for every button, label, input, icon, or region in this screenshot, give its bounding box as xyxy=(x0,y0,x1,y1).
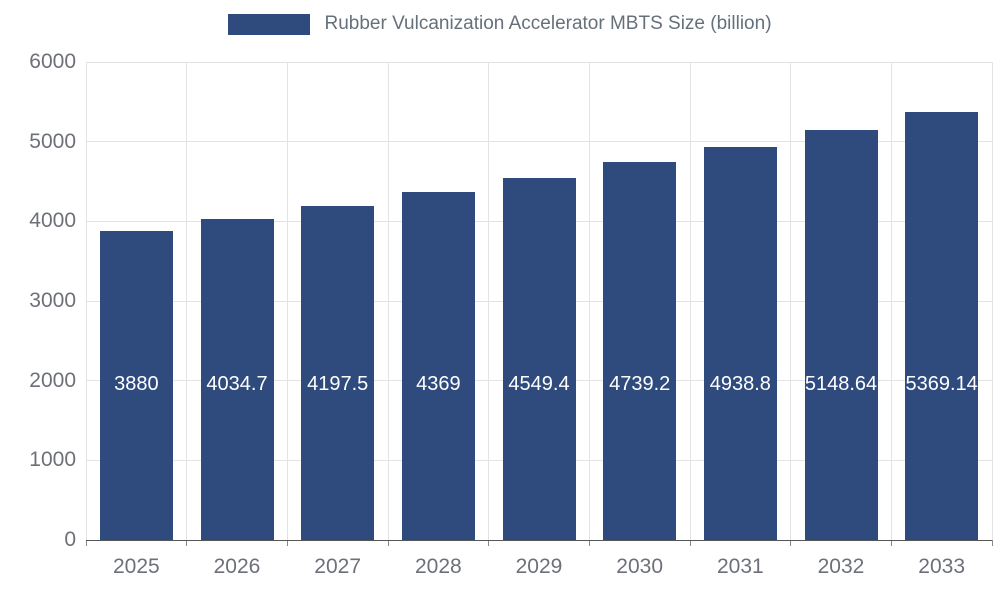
bar-2026: 4034.7 xyxy=(200,218,274,540)
bar-value-label: 5148.64 xyxy=(804,372,878,395)
gridline-vertical xyxy=(588,62,590,540)
gridline-vertical xyxy=(286,62,288,540)
bar-2030: 4739.2 xyxy=(603,162,677,540)
x-axis-label: 2029 xyxy=(515,555,563,578)
gridline-vertical xyxy=(488,62,490,540)
x-axis-label: 2030 xyxy=(616,555,664,578)
y-axis-tick-label: 1000 xyxy=(29,448,76,472)
bar-value-label: 4197.5 xyxy=(307,372,369,395)
x-axis-label: 2026 xyxy=(213,555,261,578)
x-axis-tick xyxy=(790,540,792,546)
x-axis-tick xyxy=(186,540,188,546)
bar-2032: 5148.64 xyxy=(804,129,878,540)
y-axis-tick-label: 4000 xyxy=(29,209,76,233)
bar-2028: 4369 xyxy=(401,191,475,540)
y-axis-tick-label: 2000 xyxy=(29,368,76,392)
bar-value-label: 3880 xyxy=(114,372,159,395)
gridline-vertical xyxy=(890,62,892,540)
x-axis-tick xyxy=(588,540,590,546)
x-axis-line xyxy=(86,540,992,541)
gridline-vertical xyxy=(85,62,87,540)
gridline-horizontal xyxy=(86,141,992,143)
x-axis-tick xyxy=(286,540,288,546)
chart-legend: Rubber Vulcanization Accelerator MBTS Si… xyxy=(0,13,1000,35)
bar-2031: 4938.8 xyxy=(703,146,777,540)
x-axis-label: 2033 xyxy=(918,555,966,578)
chart-title: Rubber Vulcanization Accelerator MBTS Si… xyxy=(324,13,772,34)
gridline-vertical xyxy=(387,62,389,540)
bar-value-label: 4739.2 xyxy=(609,372,671,395)
x-axis-label: 2025 xyxy=(112,555,160,578)
bar-2027: 4197.5 xyxy=(301,205,375,540)
gridline-vertical xyxy=(991,62,993,540)
bar-2029: 4549.4 xyxy=(502,177,576,540)
gridline-horizontal xyxy=(86,61,992,63)
x-axis-tick xyxy=(991,540,993,546)
y-axis-tick-label: 5000 xyxy=(29,129,76,153)
x-axis-tick xyxy=(387,540,389,546)
bar-value-label: 5369.14 xyxy=(905,372,978,395)
bar-2033: 5369.14 xyxy=(905,112,979,540)
bar-2025: 3880 xyxy=(99,230,173,540)
x-axis-tick xyxy=(85,540,87,546)
bar-value-label: 4369 xyxy=(416,372,461,395)
y-axis-tick-label: 0 xyxy=(64,528,76,551)
x-axis-label: 2028 xyxy=(414,555,462,578)
x-axis-label: 2027 xyxy=(314,555,362,578)
bar-value-label: 4938.8 xyxy=(709,372,771,395)
gridline-vertical xyxy=(186,62,188,540)
gridline-vertical xyxy=(689,62,691,540)
y-axis-tick-label: 6000 xyxy=(29,50,76,73)
x-axis-tick xyxy=(488,540,490,546)
bar-value-label: 4034.7 xyxy=(206,372,268,395)
gridline-vertical xyxy=(790,62,792,540)
x-axis-label: 2031 xyxy=(716,555,764,578)
y-axis-tick-label: 3000 xyxy=(29,289,76,312)
x-axis-tick xyxy=(689,540,691,546)
x-axis-label: 2032 xyxy=(817,555,865,578)
x-axis-tick xyxy=(890,540,892,546)
legend-swatch[interactable] xyxy=(228,13,311,35)
bar-value-label: 4549.4 xyxy=(508,372,570,395)
